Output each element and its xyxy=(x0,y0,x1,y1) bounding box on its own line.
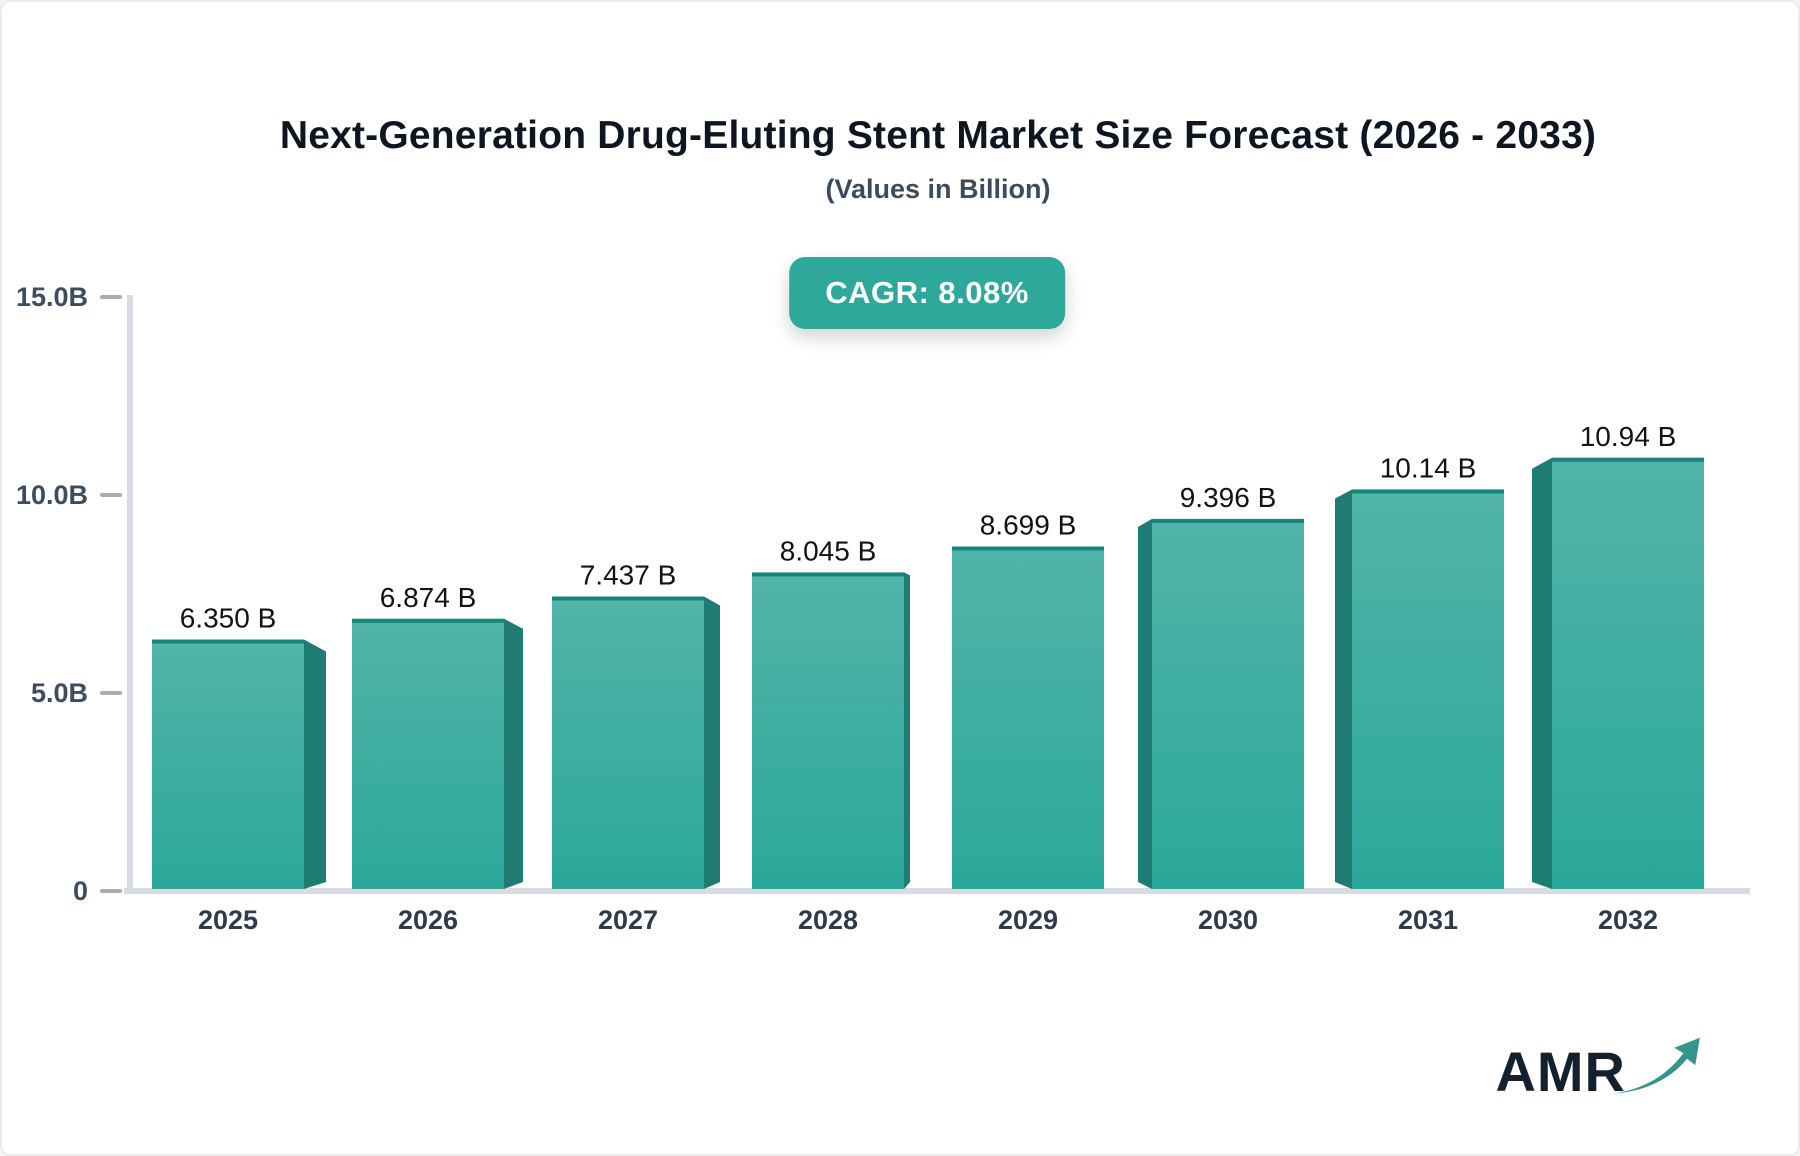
bar-2030 xyxy=(1152,518,1304,889)
bar-value-label: 10.14 B xyxy=(1380,452,1477,483)
bar-2026 xyxy=(352,618,504,889)
bar-side-face xyxy=(1335,489,1352,889)
x-category-label: 2031 xyxy=(1398,905,1458,935)
y-tick-label: 10.0B xyxy=(16,480,88,510)
bar-top-edge xyxy=(752,572,904,577)
bar-top-edge xyxy=(952,546,1104,551)
bar-side-face xyxy=(504,618,523,889)
amr-logo: AMR xyxy=(1495,1035,1702,1100)
bar-2027 xyxy=(552,596,704,889)
bar-value-label: 6.350 B xyxy=(180,603,277,634)
growth-arrow-icon xyxy=(1613,1037,1700,1094)
x-category-label: 2025 xyxy=(198,905,258,935)
bar-side-face xyxy=(904,572,910,889)
x-category-label: 2027 xyxy=(598,905,658,935)
bar-value-label: 9.396 B xyxy=(1180,482,1277,513)
bar-top-edge xyxy=(552,596,704,601)
bar-side-face xyxy=(1532,457,1552,889)
y-axis-line xyxy=(127,295,133,893)
x-category-label: 2032 xyxy=(1598,905,1658,935)
x-category-label: 2028 xyxy=(798,905,858,935)
bar-side-face xyxy=(304,639,326,889)
y-tick-label: 15.0B xyxy=(16,282,88,312)
bar-top-edge xyxy=(1152,518,1304,523)
amr-logo-text: AMR xyxy=(1495,1040,1626,1103)
bar-2032 xyxy=(1552,457,1704,889)
x-axis-line xyxy=(124,888,1750,894)
x-category-label: 2026 xyxy=(398,905,458,935)
y-tick-label: 5.0B xyxy=(31,678,88,708)
bar-side-face xyxy=(704,596,720,889)
bar-top-edge xyxy=(1352,489,1504,494)
y-tick-mark xyxy=(100,691,122,695)
cagr-badge: CAGR: 8.08% xyxy=(789,257,1065,329)
bar-2025 xyxy=(152,639,304,889)
y-tick-label: 0 xyxy=(73,876,88,906)
bar-top-edge xyxy=(152,639,304,644)
bar-value-label: 6.874 B xyxy=(380,582,477,613)
page-subtitle: (Values in Billion) xyxy=(825,174,1051,204)
bar-2031 xyxy=(1352,489,1504,889)
y-tick-mark xyxy=(100,889,122,893)
bar-side-face xyxy=(1138,518,1152,889)
bar-value-label: 7.437 B xyxy=(580,559,677,590)
y-tick-mark xyxy=(100,493,122,497)
x-category-label: 2029 xyxy=(998,905,1058,935)
bar-2029 xyxy=(952,546,1104,889)
bar-2028 xyxy=(752,572,904,889)
bar-top-edge xyxy=(1552,457,1704,462)
bar-value-label: 8.699 B xyxy=(980,510,1077,541)
bar-top-edge xyxy=(352,618,504,623)
x-category-label: 2030 xyxy=(1198,905,1258,935)
y-tick-mark xyxy=(100,295,122,299)
page-title: Next-Generation Drug-Eluting Stent Marke… xyxy=(279,114,1597,157)
bar-chart-canvas: 0 5.0B 10.0B 15.0B 6.350 B 2025 6.874 B 2026 7.4… xyxy=(16,282,1750,935)
bar-value-label: 10.94 B xyxy=(1580,421,1677,452)
bar-value-label: 8.045 B xyxy=(780,535,877,566)
